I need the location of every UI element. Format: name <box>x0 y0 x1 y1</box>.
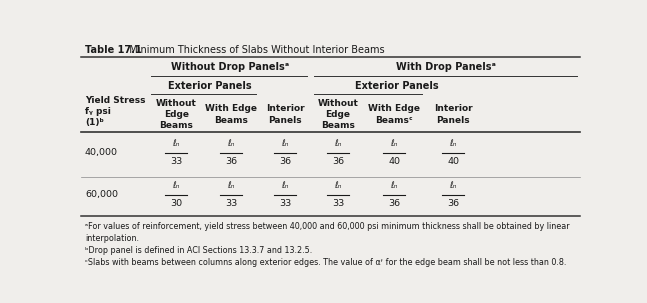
Text: fᵧ psi: fᵧ psi <box>85 107 111 116</box>
Text: (1)ᵇ: (1)ᵇ <box>85 118 104 128</box>
Text: ℓₙ: ℓₙ <box>173 181 180 190</box>
Text: interpolation.: interpolation. <box>85 234 139 243</box>
Text: Table 17.1: Table 17.1 <box>85 45 142 55</box>
Text: 36: 36 <box>225 157 237 166</box>
Text: ℓₙ: ℓₙ <box>450 181 457 190</box>
Text: ℓₙ: ℓₙ <box>228 139 235 148</box>
Text: ℓₙ: ℓₙ <box>173 139 180 148</box>
Text: Exterior Panels: Exterior Panels <box>355 81 439 91</box>
Text: ℓₙ: ℓₙ <box>450 139 457 148</box>
Text: 33: 33 <box>225 199 237 208</box>
Text: ℓₙ: ℓₙ <box>391 181 398 190</box>
Text: ℓₙ: ℓₙ <box>228 181 235 190</box>
Text: Without Drop Panelsᵃ: Without Drop Panelsᵃ <box>171 62 289 72</box>
Text: 60,000: 60,000 <box>85 190 118 199</box>
Text: 40,000: 40,000 <box>85 148 118 157</box>
Text: ℓₙ: ℓₙ <box>281 139 289 148</box>
Text: 33: 33 <box>332 199 344 208</box>
Text: 36: 36 <box>279 157 291 166</box>
Text: With Drop Panelsᵃ: With Drop Panelsᵃ <box>396 62 496 72</box>
Text: Interior
Panels: Interior Panels <box>434 105 472 125</box>
Text: Exterior Panels: Exterior Panels <box>168 81 252 91</box>
Text: Yield Stress: Yield Stress <box>85 96 146 105</box>
Text: ᵃFor values of reinforcement, yield stress between 40,000 and 60,000 psi minimum: ᵃFor values of reinforcement, yield stre… <box>85 222 569 231</box>
Text: ℓₙ: ℓₙ <box>281 181 289 190</box>
Text: Without
Edge
Beams: Without Edge Beams <box>156 99 197 130</box>
Text: 30: 30 <box>170 199 182 208</box>
Text: Without
Edge
Beams: Without Edge Beams <box>318 99 358 130</box>
Text: With Edge
Beamsᶜ: With Edge Beamsᶜ <box>368 105 421 125</box>
Text: 33: 33 <box>279 199 291 208</box>
Text: 40: 40 <box>388 157 400 166</box>
Text: ℓₙ: ℓₙ <box>334 139 342 148</box>
Text: ᶜSlabs with beams between columns along exterior edges. The value of αᶠ for the : ᶜSlabs with beams between columns along … <box>85 258 566 267</box>
Text: ᵇDrop panel is defined in ACI Sections 13.3.7 and 13.2.5.: ᵇDrop panel is defined in ACI Sections 1… <box>85 246 312 255</box>
Text: 36: 36 <box>332 157 344 166</box>
Text: 40: 40 <box>447 157 459 166</box>
Text: ℓₙ: ℓₙ <box>334 181 342 190</box>
Text: With Edge
Beams: With Edge Beams <box>205 105 258 125</box>
Text: 36: 36 <box>388 199 400 208</box>
Text: ℓₙ: ℓₙ <box>391 139 398 148</box>
Text: Interior
Panels: Interior Panels <box>266 105 305 125</box>
Text: 36: 36 <box>447 199 459 208</box>
Text: Minimum Thickness of Slabs Without Interior Beams: Minimum Thickness of Slabs Without Inter… <box>124 45 385 55</box>
Text: 33: 33 <box>170 157 182 166</box>
